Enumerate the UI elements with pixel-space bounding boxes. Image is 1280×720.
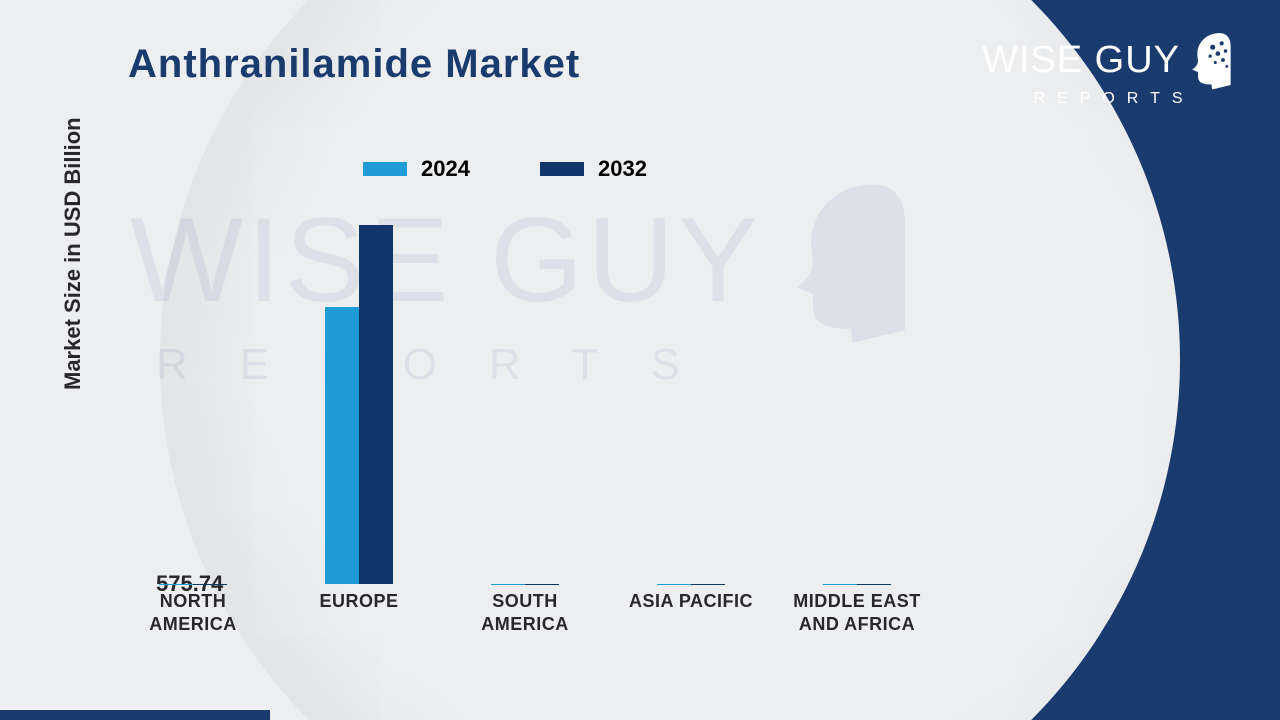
bottom-accent-bar — [0, 710, 270, 720]
legend-label: 2032 — [598, 156, 647, 182]
category-label: NORTH AMERICA — [110, 584, 276, 680]
category-label: ASIA PACIFIC — [608, 584, 774, 680]
category-labels: NORTH AMERICAEUROPESOUTH AMERICAASIA PAC… — [110, 584, 940, 680]
legend-swatch — [363, 162, 407, 176]
legend-label: 2024 — [421, 156, 470, 182]
legend-swatch — [540, 162, 584, 176]
chart-title: Anthranilamide Market — [128, 42, 580, 87]
bar-group — [276, 200, 442, 584]
brand-head-icon — [1182, 28, 1246, 92]
plot-area: 575.74 — [110, 200, 940, 584]
brand-logo: WISE GUY REPORTS — [982, 28, 1246, 108]
bar-group — [442, 200, 608, 584]
stage: WISE GUY REPORTS Anthranilamide Market W… — [0, 0, 1280, 720]
bar-chart: Market Size in USD Billion 2024 2032 575… — [70, 150, 940, 680]
bar-group — [110, 200, 276, 584]
category-label: MIDDLE EAST AND AFRICA — [774, 584, 940, 680]
chart-legend: 2024 2032 — [70, 156, 940, 182]
category-label: EUROPE — [276, 584, 442, 680]
brand-name: WISE GUY — [982, 39, 1180, 82]
category-label: SOUTH AMERICA — [442, 584, 608, 680]
bar-groups — [110, 200, 940, 584]
legend-item-2024: 2024 — [363, 156, 470, 182]
bar — [359, 225, 393, 584]
bar-group — [608, 200, 774, 584]
bar — [325, 307, 359, 584]
bar-group — [774, 200, 940, 584]
brand-sub: REPORTS — [982, 90, 1246, 108]
legend-item-2032: 2032 — [540, 156, 647, 182]
